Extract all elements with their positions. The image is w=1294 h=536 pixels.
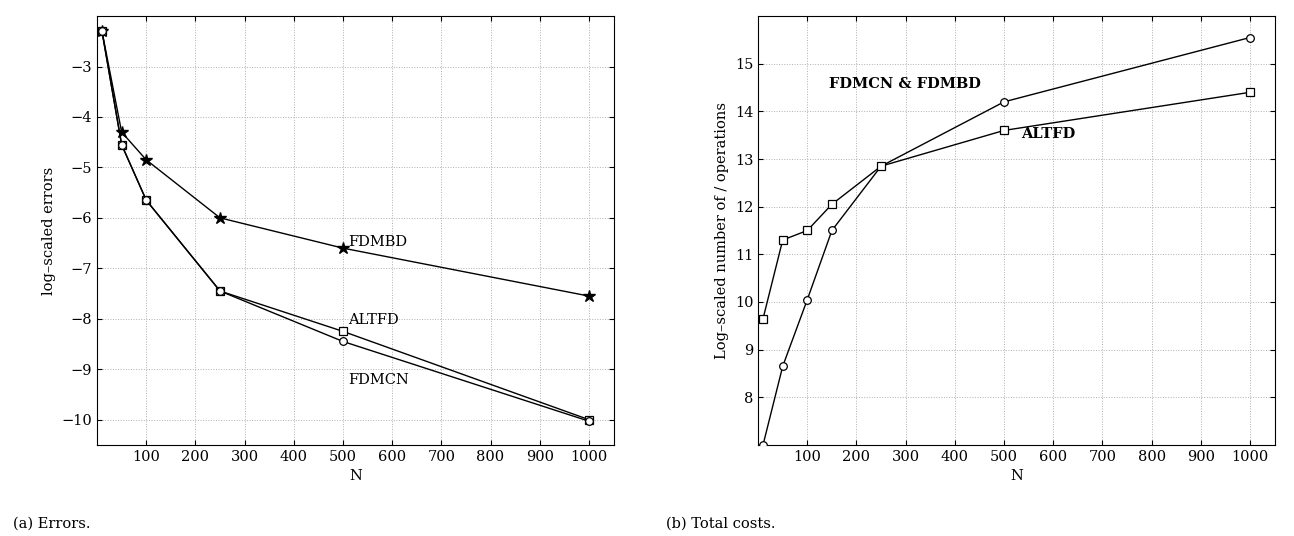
Text: FDMCN: FDMCN bbox=[348, 374, 409, 388]
Text: (a) Errors.: (a) Errors. bbox=[13, 517, 91, 531]
X-axis label: N: N bbox=[349, 470, 362, 483]
Text: (b) Total costs.: (b) Total costs. bbox=[666, 517, 776, 531]
Text: ALTFD: ALTFD bbox=[348, 313, 399, 327]
Y-axis label: Log–scaled number of / operations: Log–scaled number of / operations bbox=[716, 102, 730, 359]
Y-axis label: log–scaled errors: log–scaled errors bbox=[41, 166, 56, 295]
Text: FDMCN & FDMBD: FDMCN & FDMBD bbox=[829, 77, 981, 91]
X-axis label: N: N bbox=[1009, 470, 1022, 483]
Text: FDMBD: FDMBD bbox=[348, 235, 408, 249]
Text: ALTFD: ALTFD bbox=[1021, 126, 1075, 140]
